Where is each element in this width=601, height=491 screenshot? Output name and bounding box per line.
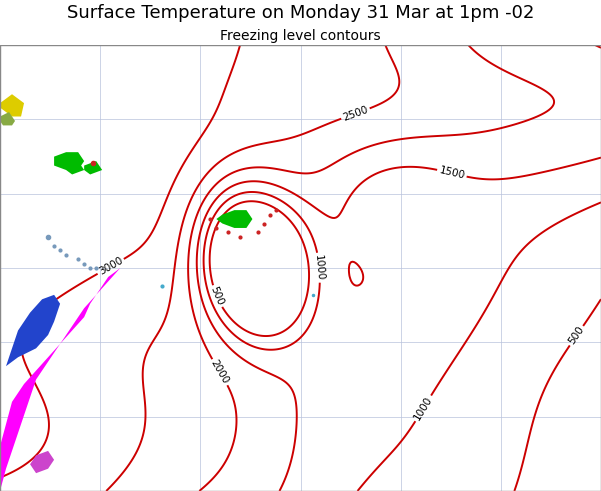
Polygon shape — [66, 161, 84, 174]
Text: 1500: 1500 — [438, 165, 466, 181]
Text: 1000: 1000 — [313, 254, 326, 281]
Text: 3000: 3000 — [97, 256, 124, 277]
Text: 500: 500 — [567, 325, 586, 347]
Text: 2500: 2500 — [341, 105, 370, 123]
Polygon shape — [0, 259, 132, 491]
Polygon shape — [0, 94, 24, 116]
Polygon shape — [54, 152, 84, 170]
Text: 1000: 1000 — [412, 395, 435, 422]
Text: Surface Temperature on Monday 31 Mar at 1pm -02: Surface Temperature on Monday 31 Mar at … — [67, 3, 534, 22]
Text: 500: 500 — [209, 285, 225, 307]
Polygon shape — [216, 210, 252, 228]
Text: Freezing level contours: Freezing level contours — [220, 29, 381, 43]
Polygon shape — [0, 112, 15, 125]
Polygon shape — [84, 161, 102, 174]
Text: 2000: 2000 — [209, 358, 231, 386]
Polygon shape — [6, 295, 60, 366]
Polygon shape — [30, 451, 54, 473]
